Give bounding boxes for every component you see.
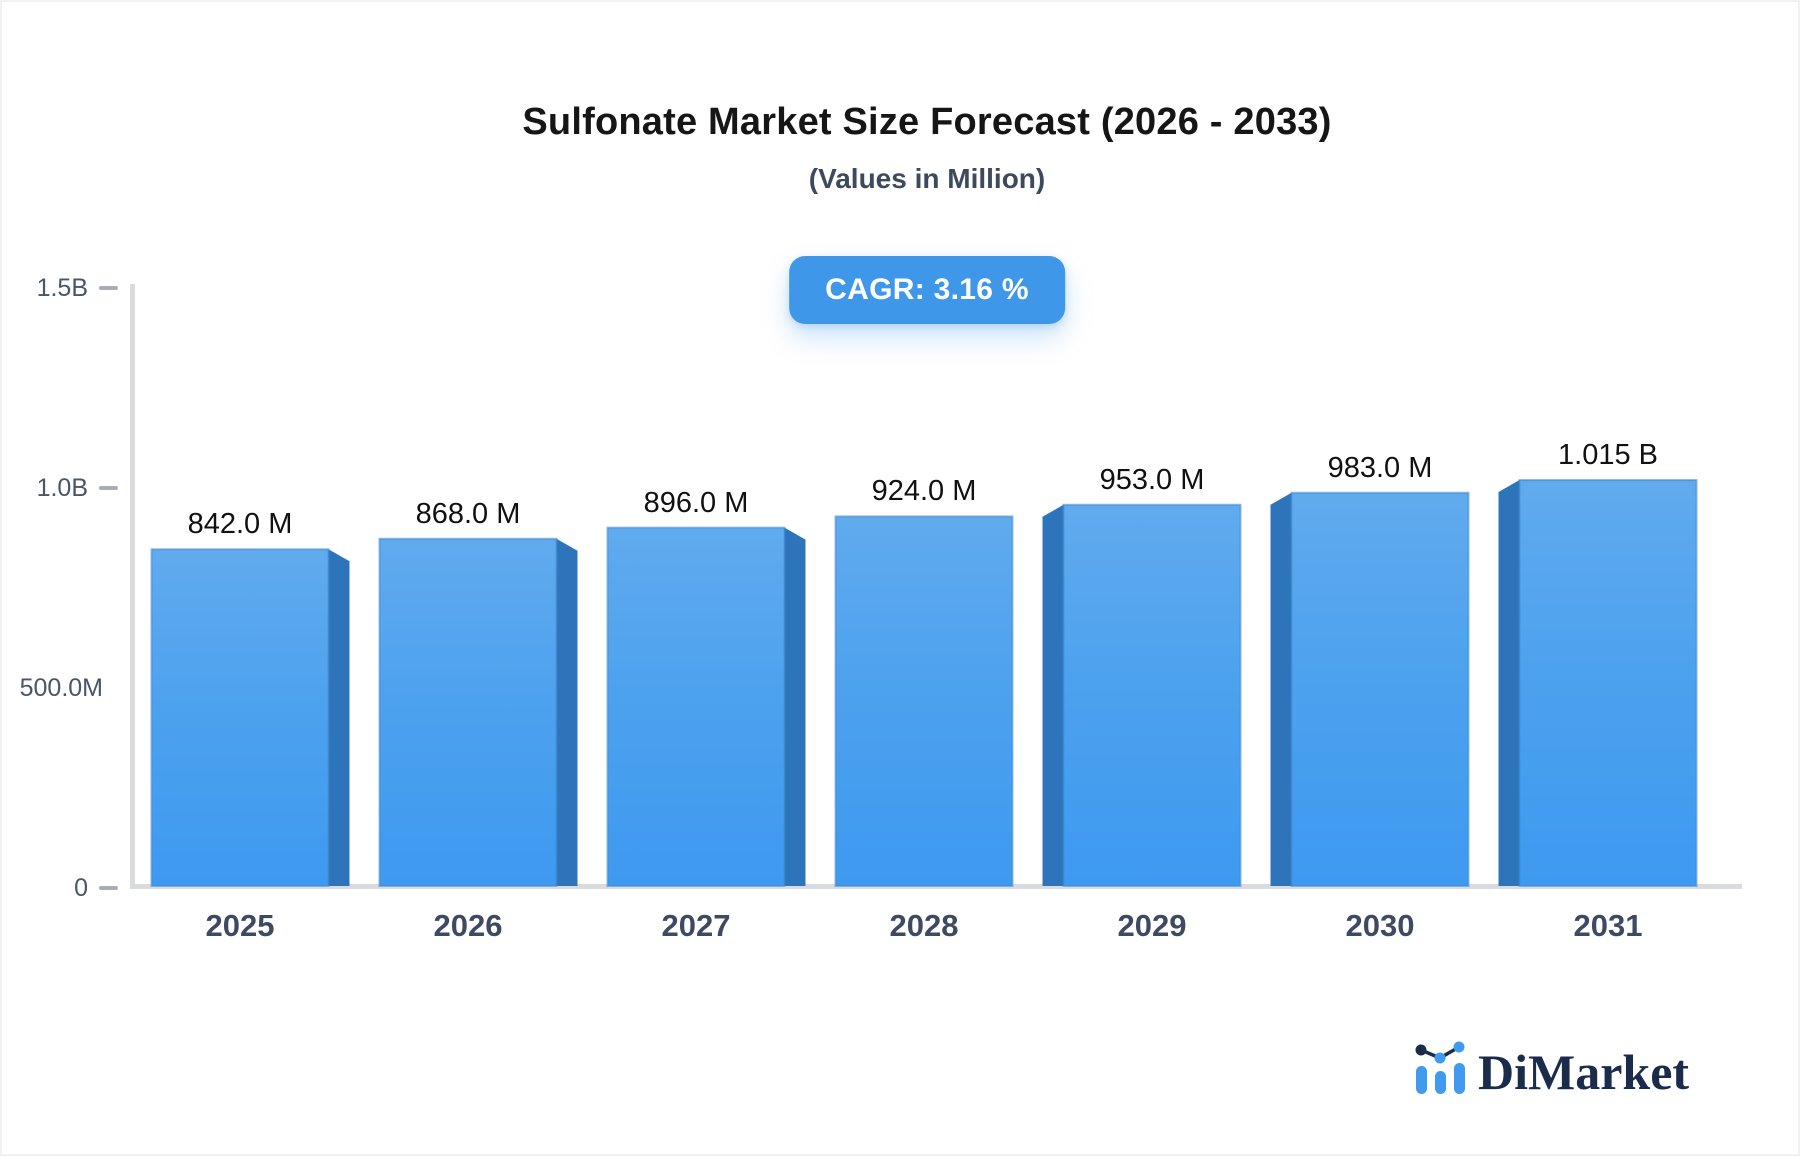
bar-value-label: 1.015 B <box>1558 439 1658 471</box>
bar-2026 <box>378 537 558 887</box>
bar-2031 <box>1518 479 1698 887</box>
bar-2027 <box>606 526 786 887</box>
bar-value-label: 842.0 M <box>187 508 293 541</box>
x-axis-label: 2027 <box>661 908 731 943</box>
chart-title: Sulfonate Market Size Forecast (2026 - 2… <box>522 101 1332 143</box>
bar-2029 <box>1062 503 1242 887</box>
x-axis-label: 2029 <box>1117 908 1187 943</box>
brand-logo: DiMarket <box>1414 1036 1689 1100</box>
x-axis-label: 2025 <box>205 908 275 943</box>
y-tick-label: 500.0M <box>19 674 103 702</box>
x-axis-label: 2028 <box>889 908 959 943</box>
bar-value-label: 868.0 M <box>415 497 521 530</box>
y-tick-mark <box>99 886 118 890</box>
x-axis-label: 2030 <box>1345 908 1415 943</box>
y-tick-label: 1.5B <box>36 274 88 302</box>
bar-chart-logo-icon <box>1415 1041 1465 1094</box>
bar-2028 <box>834 515 1014 887</box>
bar-3d-side <box>1498 480 1520 886</box>
bar-3d-side <box>1042 504 1064 886</box>
bar-2025 <box>150 548 330 887</box>
bar-value-label: 953.0 M <box>1099 463 1205 496</box>
cagr-badge-label: CAGR: 3.16 % <box>825 273 1029 306</box>
bar-value-label: 924.0 M <box>871 475 977 508</box>
y-tick-label: 1.0B <box>36 474 88 502</box>
y-tick-mark <box>99 486 118 490</box>
logo-text: DiMarket <box>1478 1044 1690 1100</box>
bar-2030 <box>1290 491 1470 887</box>
bar-value-label: 983.0 M <box>1327 451 1433 484</box>
chart-subtitle: (Values in Million) <box>808 163 1046 194</box>
bar-3d-side <box>1270 492 1292 886</box>
bar-value-label: 896.0 M <box>643 486 749 519</box>
bar-3d-side <box>784 527 806 886</box>
x-axis-label: 2026 <box>433 908 503 943</box>
y-axis-line <box>130 284 135 889</box>
x-axis-label: 2031 <box>1573 908 1643 943</box>
cagr-badge: CAGR: 3.16 % <box>789 256 1065 324</box>
y-tick-mark <box>99 286 118 290</box>
bar-3d-side <box>556 538 578 886</box>
bar-3d-side <box>328 549 350 886</box>
y-tick-label: 0 <box>74 874 88 902</box>
